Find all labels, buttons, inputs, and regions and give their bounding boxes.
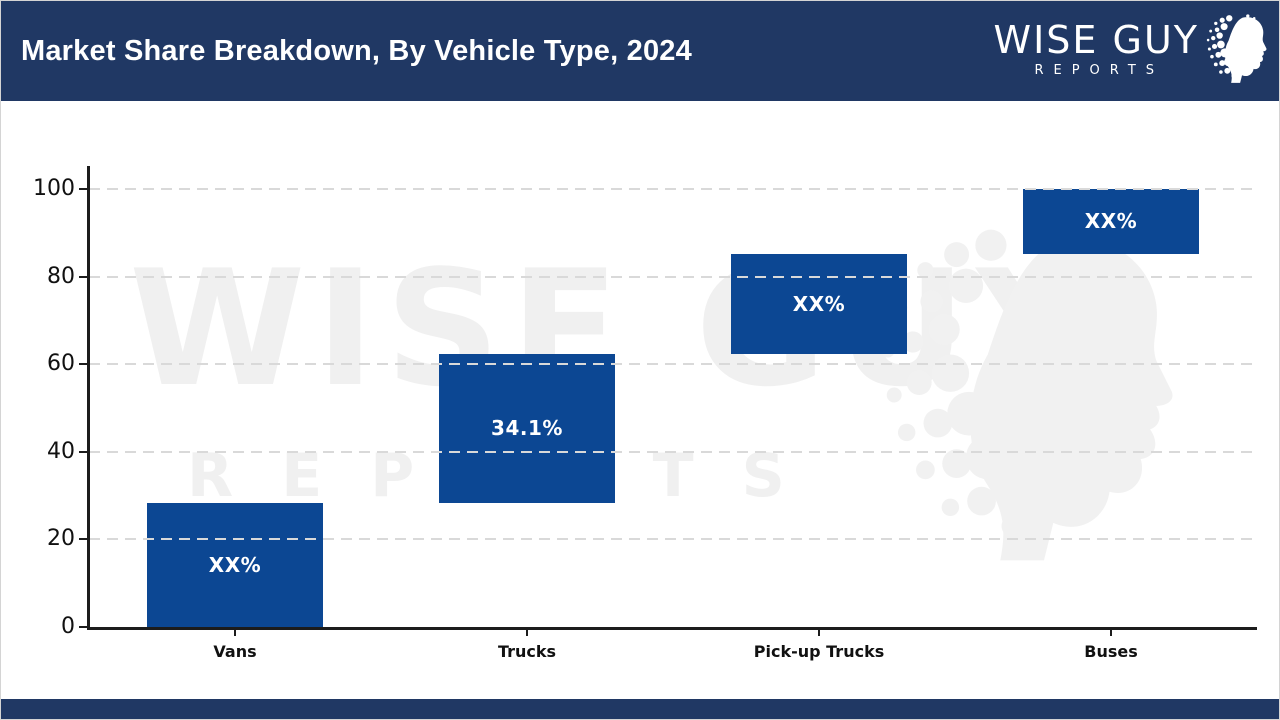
- header-bar: Market Share Breakdown, By Vehicle Type,…: [1, 1, 1279, 101]
- bar-trucks: 34.1%: [439, 353, 615, 504]
- bar-pick-up-trucks: XX%: [731, 253, 907, 354]
- bar-value-label: XX%: [792, 291, 846, 316]
- y-tick-label-100: 100: [33, 176, 75, 201]
- page-title: Market Share Breakdown, By Vehicle Type,…: [21, 34, 692, 67]
- y-tickmark-60: [79, 363, 88, 366]
- wiseguy-logo: WISE GUY REPORTS: [994, 5, 1267, 93]
- x-category-label-4: Buses: [1084, 642, 1138, 661]
- wiseguy-head-icon: [1203, 5, 1267, 93]
- bar-buses: XX%: [1023, 189, 1199, 254]
- gridline-40: [89, 450, 1257, 453]
- y-axis-line: [87, 166, 90, 629]
- x-axis-line: [87, 627, 1257, 630]
- y-tick-label-60: 60: [47, 351, 75, 377]
- bar-value-label: 34.1%: [491, 416, 563, 441]
- logo-wordmark: WISE GUY: [993, 18, 1199, 63]
- gridline-100: [89, 188, 1257, 190]
- y-tickmark-20: [79, 538, 88, 541]
- y-tickmark-80: [79, 275, 88, 278]
- x-category-label-3: Pick-up Trucks: [753, 642, 885, 661]
- x-tickmark-3: [818, 629, 820, 636]
- y-tickmark-0: [79, 626, 88, 628]
- y-tick-label-80: 80: [47, 263, 75, 289]
- gridline-60: [89, 363, 1257, 366]
- y-tick-label-40: 40: [47, 438, 75, 464]
- y-tick-label-0: 0: [61, 614, 75, 639]
- x-tickmark-4: [1110, 629, 1112, 636]
- bar-value-label: XX%: [208, 553, 262, 577]
- x-tickmark-1: [234, 629, 236, 636]
- logo-subtitle: REPORTS: [1034, 62, 1165, 78]
- x-tickmark-2: [526, 629, 528, 636]
- x-category-label-2: Trucks: [497, 642, 557, 661]
- y-tickmark-40: [79, 450, 88, 453]
- chart-area: WISE GUY REPORTS XX%34.1%XX%XX%020406080…: [1, 101, 1279, 701]
- footer-bar: [1, 699, 1279, 719]
- gridline-20: [89, 538, 1257, 541]
- y-tick-label-20: 20: [47, 526, 75, 552]
- y-tickmark-100: [79, 188, 88, 190]
- logo-text: WISE GUY REPORTS: [993, 18, 1199, 78]
- x-category-label-1: Vans: [213, 642, 257, 661]
- gridline-80: [89, 275, 1257, 278]
- bar-value-label: XX%: [1084, 209, 1138, 234]
- bar-vans: XX%: [147, 503, 323, 627]
